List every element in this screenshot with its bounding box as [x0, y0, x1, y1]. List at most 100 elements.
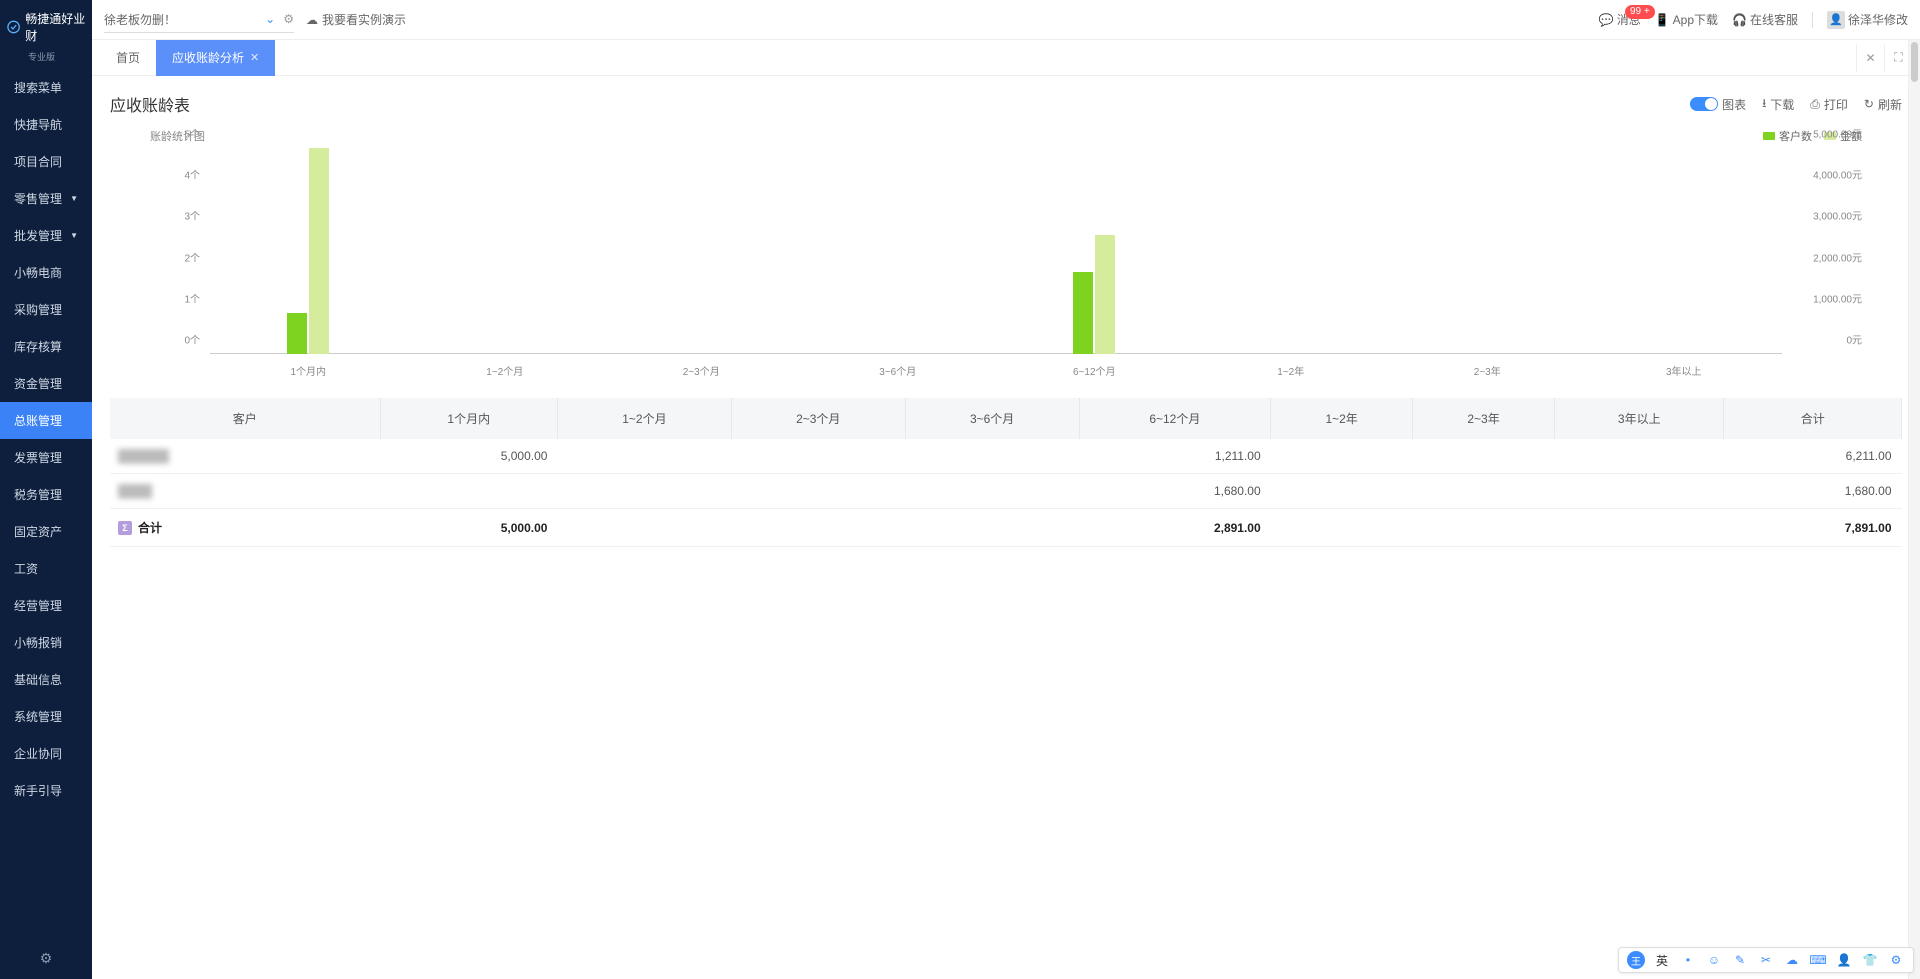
y-right-tick: 0元	[1792, 332, 1862, 347]
bar-customers[interactable]	[287, 313, 307, 354]
sidebar-item[interactable]: 新手引导	[0, 772, 92, 809]
table-header-cell[interactable]: 3~6个月	[905, 398, 1079, 439]
x-tick: 1~2年	[1277, 363, 1304, 378]
bar-customers[interactable]	[1073, 272, 1093, 354]
table-header-cell[interactable]: 合计	[1724, 398, 1902, 439]
tab-home[interactable]: 首页	[100, 40, 156, 76]
print-button[interactable]: ⎙ 打印	[1810, 96, 1848, 113]
bar-amount[interactable]	[1095, 235, 1115, 354]
sidebar-item-label: 资金管理	[14, 375, 62, 392]
table-cell	[1413, 439, 1555, 474]
ime-keyboard-icon[interactable]: ⌨	[1809, 951, 1827, 969]
sidebar-item[interactable]: 总账管理	[0, 402, 92, 439]
table-header-cell[interactable]: 1个月内	[380, 398, 557, 439]
sidebar-item[interactable]: 工资	[0, 550, 92, 587]
table-header-cell[interactable]: 客户	[110, 398, 380, 439]
ime-lang-button[interactable]: 英	[1653, 951, 1671, 969]
sidebar-item[interactable]: 企业协同	[0, 735, 92, 772]
sidebar-item[interactable]: 资金管理	[0, 365, 92, 402]
refresh-button[interactable]: ↻ 刷新	[1864, 96, 1902, 113]
sidebar-item[interactable]: 采购管理	[0, 291, 92, 328]
page-content: 应收账龄表 图表 ⭳ 下载 ⎙ 打印 ↻	[92, 76, 1920, 979]
table-cell	[557, 509, 731, 547]
sidebar-item[interactable]: 快捷导航	[0, 106, 92, 143]
customer-cell: ████	[110, 474, 380, 509]
page-header: 应收账龄表 图表 ⭳ 下载 ⎙ 打印 ↻	[110, 92, 1902, 116]
online-service-label: 在线客服	[1750, 11, 1798, 28]
y-right-tick: 2,000.00元	[1792, 249, 1862, 264]
table-header-cell[interactable]: 1~2个月	[557, 398, 731, 439]
sidebar-item[interactable]: 小畅报销	[0, 624, 92, 661]
table-header-cell[interactable]: 2~3年	[1413, 398, 1555, 439]
table-header-cell[interactable]: 1~2年	[1271, 398, 1413, 439]
sidebar-item[interactable]: 系统管理	[0, 698, 92, 735]
sidebar-item-label: 基础信息	[14, 671, 62, 688]
ime-dot-icon[interactable]: •	[1679, 951, 1697, 969]
settings-gear-icon[interactable]: ⚙	[40, 950, 53, 966]
messages-button[interactable]: 💬 消息 99 +	[1599, 11, 1641, 28]
table-cell: 1,211.00	[1079, 439, 1271, 474]
chevron-down-icon: ▼	[70, 194, 78, 203]
download-button[interactable]: ⭳ 下载	[1762, 94, 1794, 115]
table-row[interactable]: ██████5,000.001,211.006,211.00	[110, 439, 1902, 474]
x-tick: 3~6个月	[879, 363, 916, 378]
sidebar-item[interactable]: 小畅电商	[0, 254, 92, 291]
ime-settings-icon[interactable]: ⚙	[1887, 951, 1905, 969]
topbar: 徐老板勿删！ ⌄ ⚙ ☁ 我要看实例演示 💬 消息 99 + 📱	[92, 0, 1920, 40]
ime-badge[interactable]: 王	[1627, 951, 1645, 969]
sidebar-item-label: 固定资产	[14, 523, 62, 540]
refresh-label: 刷新	[1878, 96, 1902, 113]
y-right-tick: 5,000.00元	[1792, 126, 1862, 141]
sidebar-item[interactable]: 发票管理	[0, 439, 92, 476]
table-header-cell[interactable]: 3年以上	[1555, 398, 1724, 439]
sidebar-item[interactable]: 搜索菜单	[0, 69, 92, 106]
table-header-cell[interactable]: 6~12个月	[1079, 398, 1271, 439]
bar-amount[interactable]	[309, 148, 329, 354]
table-row[interactable]: ████1,680.001,680.00	[110, 474, 1902, 509]
tab-receivable-aging[interactable]: 应收账龄分析 ✕	[156, 40, 275, 76]
table-cell	[557, 474, 731, 509]
demo-link-label: 我要看实例演示	[322, 11, 406, 28]
phone-icon: 📱	[1655, 13, 1670, 27]
chart-toggle-switch[interactable]	[1690, 97, 1718, 111]
sidebar-nav: 搜索菜单快捷导航项目合同零售管理▼批发管理▼ 小畅电商采购管理库存核算资金管理总账…	[0, 69, 92, 938]
ime-cloud-icon[interactable]: ☁	[1783, 951, 1801, 969]
tab-close-icon[interactable]: ✕	[250, 51, 259, 64]
sidebar-item[interactable]: 税务管理	[0, 476, 92, 513]
page-scrollbar[interactable]	[1908, 40, 1920, 979]
tabs-close-all-button[interactable]: ✕	[1856, 44, 1884, 72]
sidebar-item[interactable]: 固定资产	[0, 513, 92, 550]
brand-name: 畅捷通好业财	[25, 10, 86, 44]
table-cell	[1413, 509, 1555, 547]
table-header-cell[interactable]: 2~3个月	[731, 398, 905, 439]
ime-edit-icon[interactable]: ✎	[1731, 951, 1749, 969]
account-selector[interactable]: 徐老板勿删！ ⌄ ⚙	[104, 7, 294, 33]
table-cell: 6,211.00	[1724, 439, 1902, 474]
app-download-label: App下载	[1673, 11, 1718, 28]
brand-edition: 专业版	[0, 50, 92, 63]
sum-icon: Σ	[118, 521, 132, 535]
user-menu[interactable]: 👤 徐泽华修改	[1827, 11, 1908, 29]
x-tick: 1~2个月	[486, 363, 523, 378]
sidebar-item-label: 小畅电商	[14, 264, 62, 281]
sidebar-item[interactable]: 经营管理	[0, 587, 92, 624]
y-right-tick: 4,000.00元	[1792, 167, 1862, 182]
demo-link[interactable]: ☁ 我要看实例演示	[306, 11, 406, 28]
app-download-button[interactable]: 📱 App下载	[1655, 11, 1718, 28]
sidebar-item[interactable]: 基础信息	[0, 661, 92, 698]
online-service-button[interactable]: 🎧 在线客服	[1732, 11, 1798, 28]
sidebar-item[interactable]: 库存核算	[0, 328, 92, 365]
sidebar-item[interactable]: 批发管理▼	[0, 217, 92, 254]
download-label: 下载	[1770, 96, 1794, 113]
table-cell	[1555, 509, 1724, 547]
ime-shirt-icon[interactable]: 👕	[1861, 951, 1879, 969]
table-total-row: Σ合计5,000.002,891.007,891.00	[110, 509, 1902, 547]
ime-smile-icon[interactable]: ☺	[1705, 951, 1723, 969]
sidebar-item[interactable]: 零售管理▼	[0, 180, 92, 217]
ime-person-icon[interactable]: 👤	[1835, 951, 1853, 969]
ime-toolbar[interactable]: 王 英 • ☺ ✎ ✂ ☁ ⌨ 👤 👕 ⚙	[1618, 947, 1914, 973]
account-settings-icon[interactable]: ⚙	[283, 12, 294, 26]
sidebar-item[interactable]: 项目合同	[0, 143, 92, 180]
ime-scissors-icon[interactable]: ✂	[1757, 951, 1775, 969]
chart-toggle[interactable]: 图表	[1690, 96, 1746, 113]
